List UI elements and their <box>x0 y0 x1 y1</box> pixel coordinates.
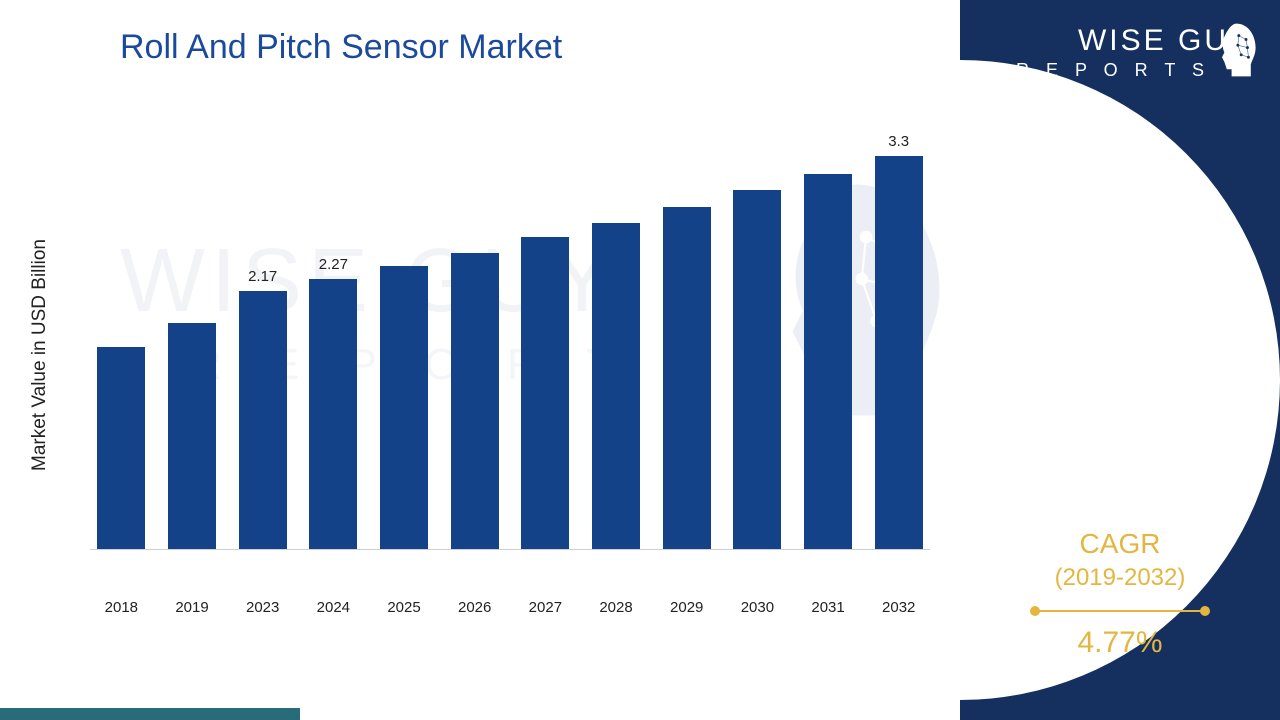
bar <box>804 174 852 550</box>
x-tick-label: 2032 <box>873 599 924 616</box>
bar <box>380 266 428 550</box>
x-axis-labels: 2018 2019 2023 2024 2025 2026 2027 2028 2029 2030… <box>90 599 930 616</box>
bar <box>521 237 569 550</box>
x-tick-label: 2024 <box>308 599 359 616</box>
x-tick-label: 2028 <box>591 599 642 616</box>
plot-region: 2.17 2.27 3.3 <box>90 120 930 550</box>
cagr-years: (2019-2032) <box>1000 564 1240 592</box>
market-report-graphic: WISE GUY R E P O R T S Roll And Pitch Se… <box>0 0 1280 720</box>
bar-value-label: 3.3 <box>888 133 909 150</box>
cagr-panel: CAGR (2019-2032) 4.77% <box>1000 528 1240 660</box>
bar-wrap <box>661 207 712 550</box>
bar-wrap <box>732 190 783 550</box>
bar <box>733 190 781 550</box>
bar <box>168 323 216 550</box>
bar <box>875 156 923 550</box>
x-tick-label: 2023 <box>237 599 288 616</box>
bar-wrap <box>803 174 854 550</box>
x-tick-label: 2026 <box>449 599 500 616</box>
bars-container: 2.17 2.27 3.3 <box>90 120 930 550</box>
bar-value-label: 2.27 <box>319 256 348 273</box>
bar-wrap: 2.17 <box>237 291 288 550</box>
bar <box>309 279 357 550</box>
bar <box>451 253 499 550</box>
bar-wrap <box>167 323 218 550</box>
logo-head-icon <box>1210 20 1258 80</box>
cagr-divider-icon <box>1035 610 1205 612</box>
bar-wrap <box>379 266 430 550</box>
chart-area: Market Value in USD Billion 2.172.273.3 … <box>50 120 930 590</box>
x-tick-label: 2018 <box>96 599 147 616</box>
y-axis-label: Market Value in USD Billion <box>29 239 51 471</box>
chart-title: Roll And Pitch Sensor Market <box>120 28 562 67</box>
cagr-value: 4.77% <box>1000 626 1240 660</box>
bar <box>97 347 145 550</box>
x-tick-label: 2027 <box>520 599 571 616</box>
bottom-accent-bar <box>0 708 300 720</box>
bar-wrap <box>96 347 147 550</box>
x-tick-label: 2029 <box>661 599 712 616</box>
bar-wrap <box>449 253 500 550</box>
brand-logo: WISE GUY R E P O R T S <box>1016 24 1252 81</box>
bar <box>239 291 287 550</box>
bar-wrap <box>520 237 571 550</box>
bar-value-label: 2.17 <box>248 268 277 285</box>
x-axis-baseline <box>90 549 930 550</box>
x-tick-label: 2030 <box>732 599 783 616</box>
bar-wrap <box>591 223 642 550</box>
x-tick-label: 2019 <box>167 599 218 616</box>
cagr-title: CAGR <box>1000 528 1240 560</box>
bar-wrap: 3.3 <box>873 156 924 550</box>
x-tick-label: 2025 <box>379 599 430 616</box>
x-tick-label: 2031 <box>803 599 854 616</box>
bar <box>663 207 711 550</box>
bar-wrap: 2.27 <box>308 279 359 550</box>
bar <box>592 223 640 550</box>
